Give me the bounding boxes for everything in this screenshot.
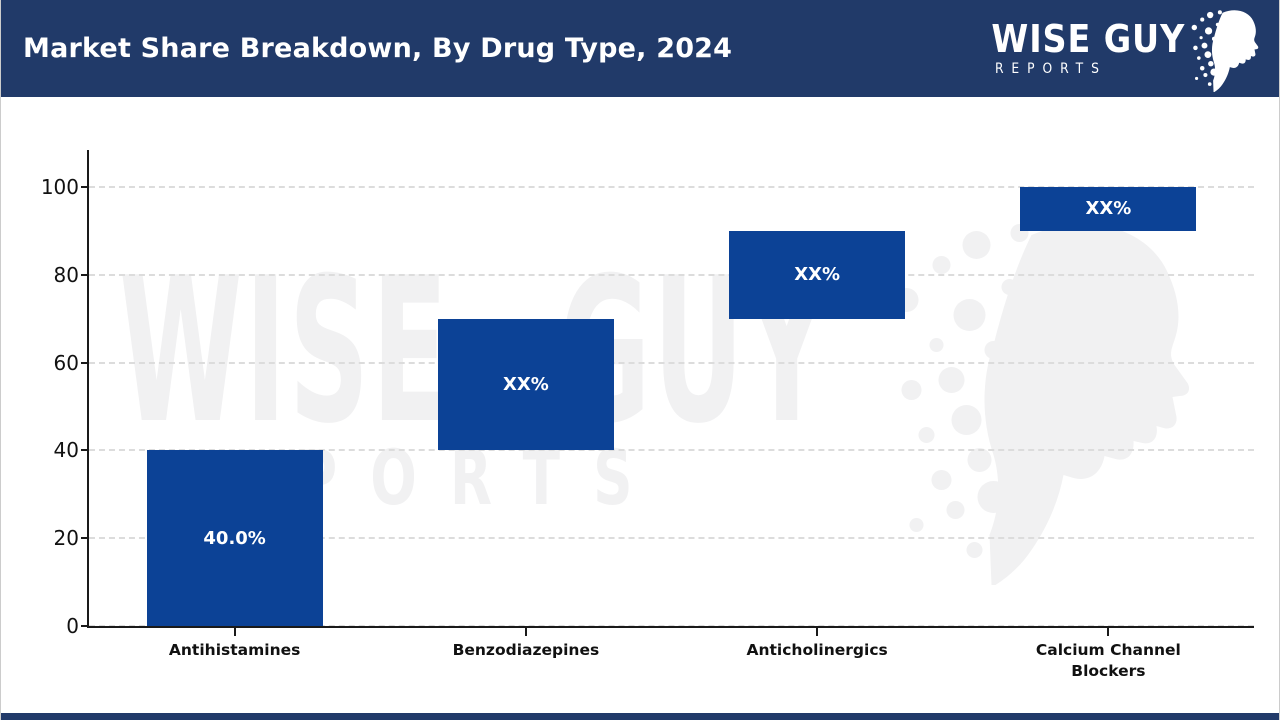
x-tick-mark — [1107, 628, 1110, 636]
y-tick-label: 40 — [53, 438, 79, 463]
x-axis — [87, 626, 1254, 628]
wiseguy-face-icon — [1191, 9, 1259, 92]
y-tick-mark — [81, 625, 89, 627]
y-axis — [87, 150, 89, 628]
y-tick-label: 20 — [53, 526, 79, 551]
bar-value-label: XX% — [1085, 198, 1132, 220]
x-tick-label-text: Anticholinergics — [746, 641, 888, 659]
header-bar: Market Share Breakdown, By Drug Type, 20… — [1, 0, 1279, 97]
bar-value-label: XX% — [502, 373, 549, 395]
page-title: Market Share Breakdown, By Drug Type, 20… — [23, 33, 733, 64]
x-tick-label: Anticholinergics — [672, 640, 963, 661]
y-tick-label: 60 — [53, 350, 79, 375]
y-tick-mark — [81, 361, 89, 364]
x-tick-mark — [524, 628, 527, 636]
logo-brand-text: WISE GUY — [991, 17, 1185, 61]
y-tick-mark — [81, 185, 89, 188]
gridline — [89, 537, 1254, 540]
watermark-sub-text: PORTS — [297, 433, 666, 522]
logo-sub-text: REPORTS — [994, 61, 1107, 77]
y-tick-label: 0 — [66, 614, 79, 638]
x-tick-mark — [233, 628, 236, 636]
gridline — [89, 449, 1254, 452]
x-tick-label-text: Calcium Channel Blockers — [1035, 641, 1181, 680]
gridline — [89, 361, 1254, 364]
bar: XX% — [729, 230, 906, 319]
bar: XX% — [437, 318, 614, 451]
watermark-face-icon — [894, 223, 1190, 585]
y-tick-label: 100 — [40, 174, 79, 199]
x-tick-label-text: Benzodiazepines — [452, 641, 600, 659]
bar-value-label: 40.0% — [203, 527, 266, 549]
x-tick-label: Calcium Channel Blockers — [963, 640, 1254, 682]
bar: 40.0% — [146, 450, 323, 626]
gridline — [89, 273, 1254, 276]
x-tick-mark — [816, 628, 819, 636]
y-tick-mark — [81, 273, 89, 276]
footer-bar — [1, 713, 1279, 720]
y-tick-label: 80 — [53, 262, 79, 287]
gridline — [89, 185, 1254, 188]
y-tick-mark — [81, 537, 89, 540]
wiseguy-logo: WISE GUY REPORTS — [965, 6, 1265, 92]
x-tick-label: Antihistamines — [89, 640, 380, 661]
x-tick-label: Benzodiazepines — [380, 640, 671, 661]
y-tick-mark — [81, 449, 89, 452]
bar: XX% — [1020, 186, 1197, 231]
bar-value-label: XX% — [794, 264, 841, 286]
x-tick-label-text: Antihistamines — [168, 641, 301, 659]
